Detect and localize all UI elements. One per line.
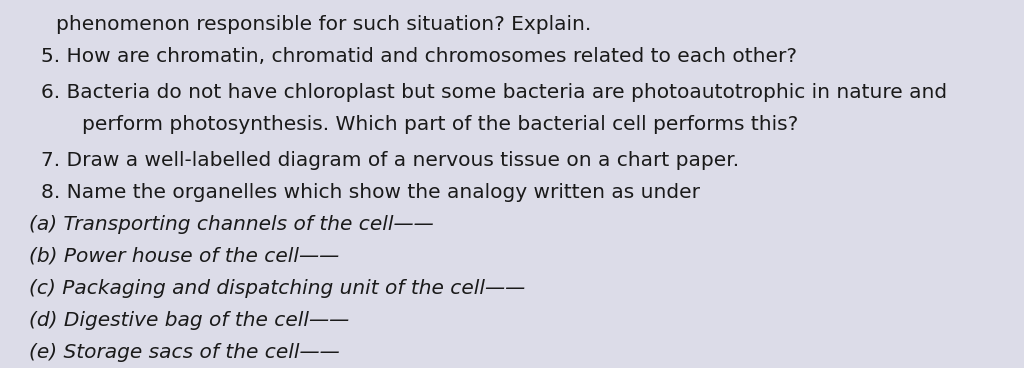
Text: 8. Name the organelles which show the analogy written as under: 8. Name the organelles which show the an… xyxy=(41,183,700,202)
Text: (e) Storage sacs of the cell——: (e) Storage sacs of the cell—— xyxy=(29,343,339,362)
Text: 6. Bacteria do not have chloroplast but some bacteria are photoautotrophic in na: 6. Bacteria do not have chloroplast but … xyxy=(41,83,947,102)
Text: (a) Transporting channels of the cell——: (a) Transporting channels of the cell—— xyxy=(29,215,433,234)
Text: phenomenon responsible for such situation? Explain.: phenomenon responsible for such situatio… xyxy=(56,15,592,34)
Text: (c) Packaging and dispatching unit of the cell——: (c) Packaging and dispatching unit of th… xyxy=(29,279,525,298)
Text: perform photosynthesis. Which part of the bacterial cell performs this?: perform photosynthesis. Which part of th… xyxy=(82,115,798,134)
Text: 7. Draw a well-labelled diagram of a nervous tissue on a chart paper.: 7. Draw a well-labelled diagram of a ner… xyxy=(41,151,739,170)
Text: (b) Power house of the cell——: (b) Power house of the cell—— xyxy=(29,247,339,266)
Text: 5. How are chromatin, chromatid and chromosomes related to each other?: 5. How are chromatin, chromatid and chro… xyxy=(41,47,797,66)
Text: (d) Digestive bag of the cell——: (d) Digestive bag of the cell—— xyxy=(29,311,349,330)
